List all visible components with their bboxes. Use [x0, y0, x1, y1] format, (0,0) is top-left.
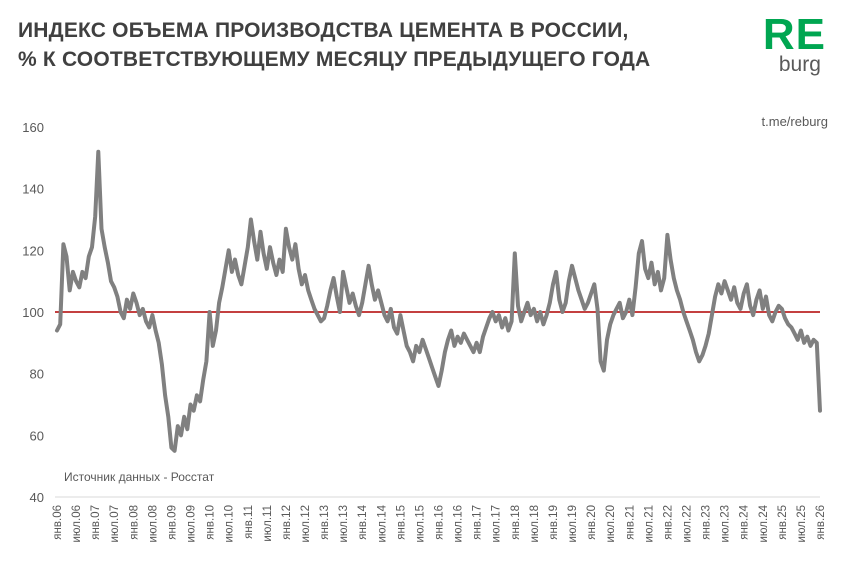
logo-burg-text: burg [778, 53, 821, 76]
x-axis-tick-label: июл.07 [109, 505, 121, 543]
x-axis-tick-label: янв.22 [662, 505, 674, 540]
x-axis-tick-label: янв.18 [510, 505, 522, 540]
x-axis-tick-label: июл.08 [147, 505, 159, 543]
y-axis-tick-label: 80 [30, 367, 44, 382]
x-axis-tick-label: янв.24 [739, 504, 751, 539]
x-axis-tick-label: янв.12 [281, 505, 293, 540]
x-axis-tick-label: янв.19 [548, 505, 560, 540]
x-axis-tick-label: янв.07 [90, 505, 102, 540]
x-axis-tick-label: июл.12 [300, 505, 312, 543]
y-axis-tick-label: 140 [22, 182, 44, 197]
x-axis-tick-label: янв.10 [205, 505, 217, 540]
telegram-handle: t.me/reburg [761, 114, 828, 129]
x-axis-tick-label: июл.20 [605, 505, 617, 543]
x-axis-tick-label: июл.17 [491, 505, 503, 543]
y-axis-tick-label: 120 [22, 243, 44, 258]
y-axis-tick-label: 40 [30, 490, 44, 505]
x-axis-tick-label: июл.11 [262, 505, 274, 542]
x-axis-tick-label: янв.25 [777, 505, 789, 540]
x-axis-tick-label: июл.15 [414, 505, 426, 543]
chart-title-line2: % К СООТВЕТСТВУЮЩЕМУ МЕСЯЦУ ПРЕДЫДУЩЕГО … [18, 48, 651, 71]
x-axis-tick-label: июл.21 [643, 505, 655, 543]
x-axis-tick-label: янв.26 [815, 505, 827, 540]
x-axis-tick-label: июл.18 [529, 505, 541, 543]
y-axis-tick-label: 100 [22, 305, 44, 320]
y-axis-tick-label: 160 [22, 120, 44, 135]
x-axis-tick-label: янв.17 [472, 505, 484, 540]
reburg-logo: RE burg [762, 10, 826, 76]
x-axis-tick-label: янв.15 [395, 505, 407, 540]
x-axis-tick-label: июл.06 [71, 505, 83, 543]
x-axis-tick-label: июл.16 [453, 505, 465, 543]
x-axis-tick-label: июл.19 [567, 505, 579, 543]
data-source-note: Источник данных - Росстат [64, 470, 215, 484]
x-axis-tick-label: янв.16 [434, 505, 446, 540]
x-axis-tick-label: июл.13 [338, 505, 350, 543]
x-axis-tick-label: июл.09 [186, 505, 198, 543]
logo-re-text: RE [762, 10, 826, 59]
x-axis-tick-label: янв.11 [243, 505, 255, 539]
x-axis-tick-label: янв.09 [166, 505, 178, 540]
x-axis-tick-label: янв.08 [128, 505, 140, 540]
x-axis-tick-label: янв.06 [52, 505, 64, 540]
chart-title: ИНДЕКС ОБЪЕМА ПРОИЗВОДСТВА ЦЕМЕНТА В РОС… [18, 16, 650, 74]
x-axis-tick-label: янв.20 [586, 505, 598, 540]
x-axis-tick-label: янв.21 [624, 505, 636, 540]
chart-title-line1: ИНДЕКС ОБЪЕМА ПРОИЗВОДСТВА ЦЕМЕНТА В РОС… [18, 19, 629, 42]
series-line [55, 149, 822, 453]
x-axis-tick-label: июл.10 [224, 505, 236, 543]
x-axis-tick-label: янв.13 [319, 505, 331, 540]
x-axis-tick-label: янв.14 [357, 504, 369, 539]
y-axis-tick-label: 60 [30, 428, 44, 443]
x-axis-tick-label: июл.25 [796, 505, 808, 543]
x-axis-tick-label: июл.24 [758, 504, 770, 542]
x-axis-tick-label: янв.23 [701, 505, 713, 540]
x-axis-tick-label: июл.22 [681, 505, 693, 543]
x-axis-tick-label: июл.23 [720, 505, 732, 543]
x-axis-tick-label: июл.14 [376, 504, 388, 542]
